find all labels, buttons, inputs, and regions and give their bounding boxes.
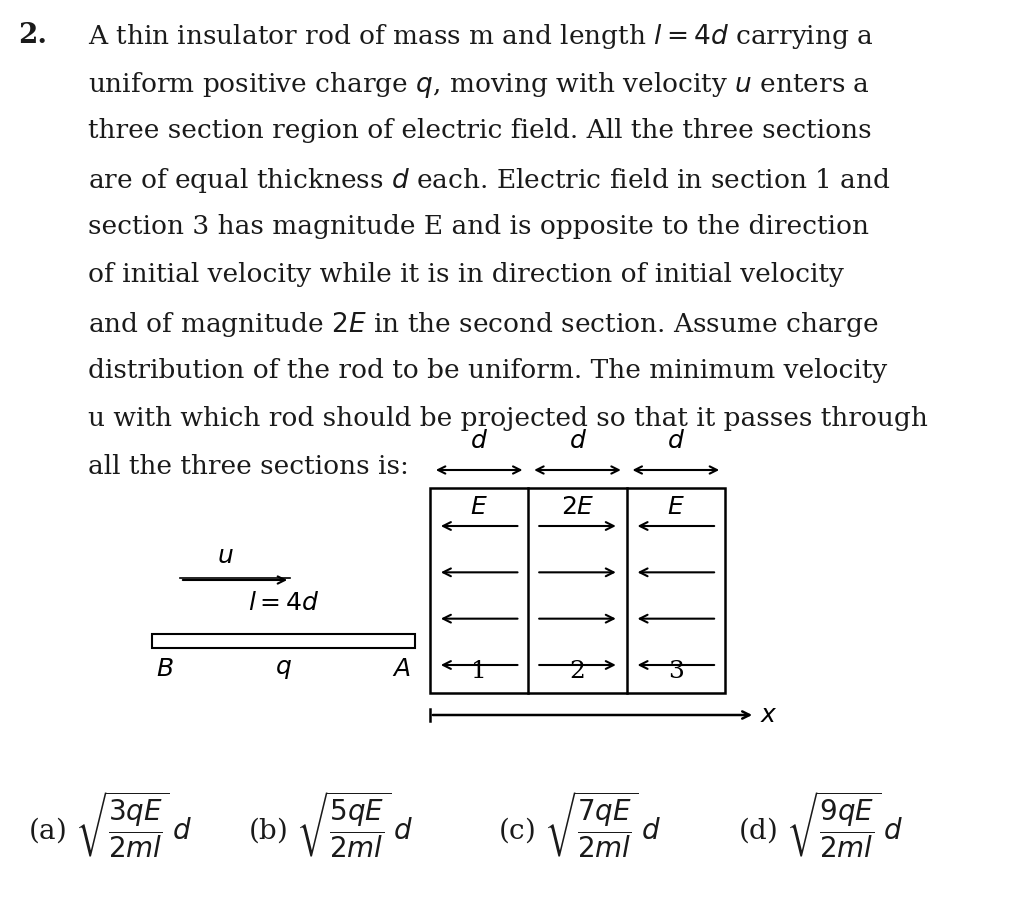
Text: $E$: $E$ [667, 496, 685, 519]
Text: $2E$: $2E$ [561, 496, 594, 519]
Text: $E$: $E$ [470, 496, 488, 519]
Text: $d$: $d$ [667, 430, 685, 453]
Text: (d) $\sqrt{\dfrac{9qE}{2ml}}\,d$: (d) $\sqrt{\dfrac{9qE}{2ml}}\,d$ [738, 790, 903, 860]
Text: all the three sections is:: all the three sections is: [88, 454, 409, 479]
Bar [430, 488, 725, 693]
Text: $x$: $x$ [760, 704, 777, 726]
Text: $u$: $u$ [217, 545, 233, 568]
Text: $d$: $d$ [470, 430, 488, 453]
Bar [152, 634, 415, 648]
Text: (c) $\sqrt{\dfrac{7qE}{2ml}}\,d$: (c) $\sqrt{\dfrac{7qE}{2ml}}\,d$ [498, 790, 662, 860]
Text: $q$: $q$ [275, 658, 292, 681]
Text: three section region of electric field. All the three sections: three section region of electric field. … [88, 118, 871, 143]
Text: (a) $\sqrt{\dfrac{3qE}{2ml}}\,d$: (a) $\sqrt{\dfrac{3qE}{2ml}}\,d$ [28, 790, 193, 860]
Text: A thin insulator rod of mass m and length $l=4d$ carrying a: A thin insulator rod of mass m and lengt… [88, 22, 873, 51]
Text: 2: 2 [569, 660, 586, 683]
Text: and of magnitude $2E$ in the second section. Assume charge: and of magnitude $2E$ in the second sect… [88, 310, 879, 339]
Text: $B$: $B$ [156, 658, 174, 681]
Text: (b) $\sqrt{\dfrac{5qE}{2ml}}\,d$: (b) $\sqrt{\dfrac{5qE}{2ml}}\,d$ [248, 790, 414, 860]
Text: $A$: $A$ [392, 658, 411, 681]
Text: $d$: $d$ [568, 430, 587, 453]
Text: uniform positive charge $q$, moving with velocity $u$ enters a: uniform positive charge $q$, moving with… [88, 70, 870, 100]
Text: $l=4d$: $l=4d$ [248, 592, 319, 615]
Text: 2.: 2. [18, 22, 47, 49]
Text: section 3 has magnitude E and is opposite to the direction: section 3 has magnitude E and is opposit… [88, 214, 869, 239]
Text: are of equal thickness $d$ each. Electric field in section 1 and: are of equal thickness $d$ each. Electri… [88, 166, 891, 195]
Text: 1: 1 [471, 660, 487, 683]
Text: 3: 3 [668, 660, 684, 683]
Text: u with which rod should be projected so that it passes through: u with which rod should be projected so … [88, 406, 928, 431]
Text: distribution of the rod to be uniform. The minimum velocity: distribution of the rod to be uniform. T… [88, 358, 887, 383]
Text: of initial velocity while it is in direction of initial velocity: of initial velocity while it is in direc… [88, 262, 844, 287]
